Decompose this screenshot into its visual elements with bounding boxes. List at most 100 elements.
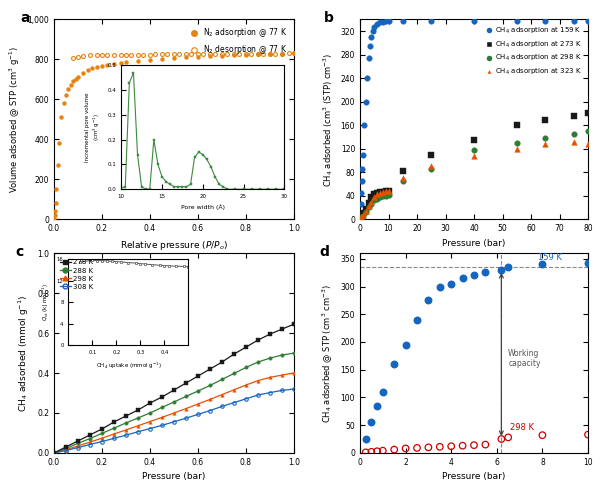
Point xyxy=(583,140,593,148)
X-axis label: Pressure (bar): Pressure (bar) xyxy=(442,472,506,481)
Point xyxy=(458,274,467,282)
Point xyxy=(378,18,388,26)
Point xyxy=(372,189,382,197)
Point xyxy=(361,205,371,212)
Point xyxy=(361,449,371,456)
Point xyxy=(469,152,479,160)
Point xyxy=(481,268,490,276)
Point xyxy=(378,447,388,454)
Point xyxy=(503,263,513,271)
Point xyxy=(367,33,376,41)
Text: b: b xyxy=(323,12,334,25)
Legend: 278 K, 288 K, 298 K, 308 K: 278 K, 288 K, 298 K, 308 K xyxy=(58,257,97,293)
Point xyxy=(370,193,379,201)
Point xyxy=(469,441,479,449)
Point xyxy=(370,190,379,198)
Point xyxy=(361,98,371,106)
Point xyxy=(358,150,368,158)
Point xyxy=(512,17,521,24)
Point xyxy=(389,446,399,453)
Point xyxy=(427,150,436,158)
Point xyxy=(381,18,391,25)
Legend: N$_2$ adsorption @ 77 K, N$_2$ desorption @ 77 K: N$_2$ adsorption @ 77 K, N$_2$ desorptio… xyxy=(187,23,290,59)
Point xyxy=(368,27,377,35)
Point xyxy=(569,130,578,138)
Point xyxy=(364,202,373,210)
Point xyxy=(412,444,422,452)
Text: Working
capacity: Working capacity xyxy=(508,349,541,368)
Point xyxy=(446,442,456,450)
Point xyxy=(372,448,382,455)
Point xyxy=(512,121,521,129)
Legend: CH$_4$ adsorption at 159 K, CH$_4$ adsorption at 273 K, CH$_4$ adsorption at 298: CH$_4$ adsorption at 159 K, CH$_4$ adsor… xyxy=(483,23,584,80)
Point xyxy=(424,297,433,304)
Point xyxy=(361,207,371,215)
Point xyxy=(381,187,391,195)
Point xyxy=(583,259,593,267)
Point xyxy=(372,19,382,27)
Point xyxy=(370,22,379,30)
Point xyxy=(362,75,372,82)
Point xyxy=(435,282,445,290)
Point xyxy=(384,187,394,195)
Point xyxy=(427,17,436,24)
Point xyxy=(384,187,394,195)
Point xyxy=(583,127,593,135)
Point xyxy=(372,195,382,203)
Point xyxy=(364,204,373,211)
Point xyxy=(583,110,593,117)
Point xyxy=(503,433,513,441)
Point xyxy=(356,201,365,208)
Text: 159 K: 159 K xyxy=(538,253,562,262)
Point xyxy=(367,193,376,201)
Y-axis label: CH$_4$ adsorbed (cm$^3$ (STP) cm$^{-3}$): CH$_4$ adsorbed (cm$^3$ (STP) cm$^{-3}$) xyxy=(321,52,335,187)
Point xyxy=(541,134,550,142)
Point xyxy=(364,199,373,206)
Point xyxy=(378,192,388,200)
Point xyxy=(469,136,479,144)
Point xyxy=(469,272,479,280)
Point xyxy=(381,187,391,195)
Point xyxy=(427,162,436,170)
Point xyxy=(375,188,385,196)
Point xyxy=(381,192,391,200)
Point xyxy=(424,444,433,451)
Point xyxy=(384,18,394,25)
Text: c: c xyxy=(16,245,24,259)
Point xyxy=(569,112,578,120)
Point xyxy=(469,146,479,154)
Point xyxy=(497,266,506,274)
Point xyxy=(367,198,376,206)
Point xyxy=(358,165,367,173)
Point xyxy=(358,209,368,217)
Point xyxy=(372,190,382,198)
Point xyxy=(358,212,368,220)
Point xyxy=(435,443,445,450)
Text: d: d xyxy=(319,245,329,259)
Point xyxy=(378,187,388,195)
Point xyxy=(367,448,376,456)
Point xyxy=(398,174,407,182)
Point xyxy=(512,139,521,147)
Point xyxy=(356,215,365,223)
Point xyxy=(458,442,467,450)
Point xyxy=(356,213,366,221)
Point xyxy=(356,212,366,220)
Point xyxy=(398,177,407,185)
Point xyxy=(375,189,385,197)
Text: 298 K: 298 K xyxy=(511,423,535,431)
Point xyxy=(583,17,593,24)
Point xyxy=(367,200,376,208)
Point xyxy=(372,402,382,410)
X-axis label: Relative pressure ($P$/$P_o$): Relative pressure ($P$/$P_o$) xyxy=(120,239,228,252)
Point xyxy=(378,187,388,195)
Point xyxy=(541,140,550,148)
Point xyxy=(378,388,388,396)
Point xyxy=(365,42,375,50)
Point xyxy=(361,435,371,443)
Y-axis label: CH$_4$ adsorbed @ STP (cm$^3$ cm$^{-3}$): CH$_4$ adsorbed @ STP (cm$^3$ cm$^{-3}$) xyxy=(321,283,335,423)
Point xyxy=(469,17,479,24)
Point xyxy=(412,316,422,324)
Point xyxy=(538,431,547,439)
Point xyxy=(384,191,394,199)
